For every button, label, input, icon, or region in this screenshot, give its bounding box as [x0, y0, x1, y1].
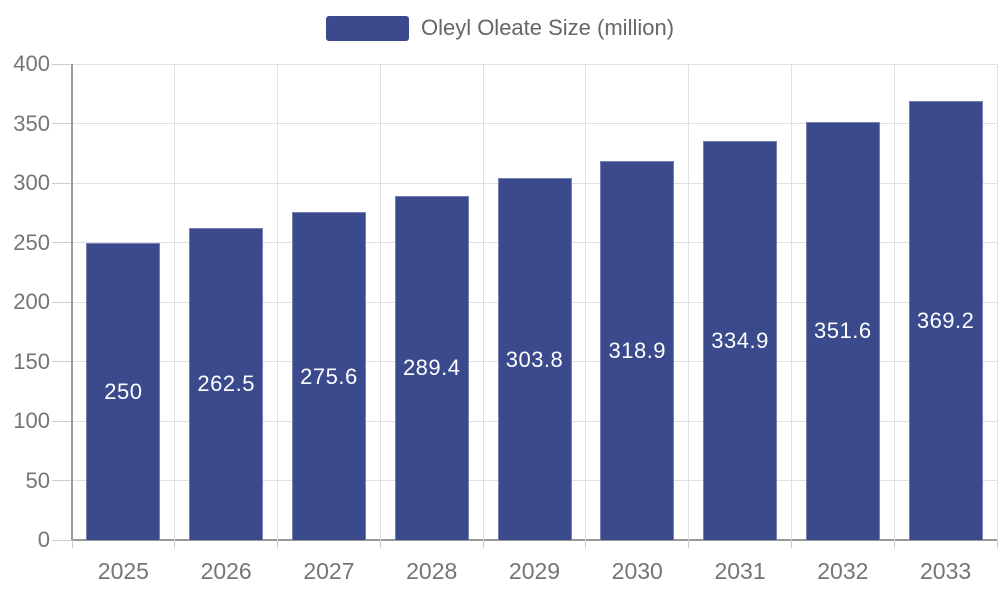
bar-value-label: 334.9 — [711, 328, 769, 354]
x-axis-tick-label: 2026 — [200, 558, 252, 584]
x-axis-tick-label: 2030 — [611, 558, 663, 584]
gridline-vertical — [482, 64, 484, 540]
bar[interactable]: 303.8 — [497, 178, 572, 540]
bar[interactable]: 369.2 — [908, 100, 983, 540]
bar-value-label: 318.9 — [608, 337, 667, 363]
bar[interactable]: 351.6 — [805, 121, 880, 540]
legend-swatch — [325, 15, 409, 41]
bar-value-label: 275.6 — [300, 363, 358, 389]
x-axis-tick-label: 2029 — [508, 558, 561, 584]
gridline-horizontal — [72, 63, 997, 65]
gridline-vertical — [174, 64, 176, 540]
x-axis-tick-label: 2025 — [97, 558, 149, 584]
bar[interactable]: 262.5 — [189, 227, 264, 540]
x-axis-tick-label: 2027 — [303, 558, 355, 584]
y-axis-tick — [52, 420, 72, 422]
bar[interactable]: 289.4 — [394, 195, 469, 540]
y-axis-tick-label: 250 — [13, 229, 50, 255]
y-axis-tick-label: 300 — [13, 170, 50, 195]
y-axis-tick-label: 50 — [25, 467, 50, 493]
y-axis-line — [71, 64, 73, 540]
x-axis-tick — [585, 540, 587, 548]
bar[interactable]: 318.9 — [600, 160, 675, 540]
x-axis-tick — [277, 540, 279, 548]
y-axis-tick-label: 350 — [13, 110, 50, 136]
y-axis-tick — [52, 301, 72, 303]
bar[interactable]: 250 — [86, 242, 161, 540]
y-axis-tick — [52, 539, 72, 541]
y-axis-tick — [52, 182, 72, 184]
bar-value-label: 250 — [104, 378, 143, 404]
x-axis-tick — [482, 540, 484, 548]
bar[interactable]: 275.6 — [291, 212, 366, 540]
x-axis-tick — [688, 540, 690, 548]
gridline-vertical — [277, 64, 279, 540]
x-axis-tick — [174, 540, 176, 548]
y-axis-tick-label: 100 — [13, 408, 50, 433]
legend-label: Oleyl Oleate Size (million) — [420, 15, 675, 40]
y-axis-tick-label: 150 — [13, 348, 50, 374]
y-axis-tick — [52, 63, 72, 65]
x-axis-tick — [379, 540, 381, 548]
y-axis-tick-label: 200 — [13, 289, 50, 314]
x-axis-tick — [790, 540, 792, 548]
x-axis-line — [72, 539, 997, 541]
plot-area: 250 262.5 275.6 289.4 303.8 318.9 334.9 351.6 36… — [52, 63, 998, 548]
bar-value-label: 303.8 — [505, 346, 564, 372]
y-axis-tick-label: 400 — [13, 51, 50, 76]
x-axis-tick — [893, 540, 895, 548]
bar-value-label: 369.2 — [916, 307, 975, 333]
bar-value-label: 262.5 — [197, 371, 255, 397]
gridline-vertical — [585, 64, 587, 540]
gridline-vertical — [790, 64, 792, 540]
gridline-vertical — [893, 64, 895, 540]
x-axis-tick-label: 2032 — [817, 558, 869, 584]
gridline-vertical — [996, 64, 998, 540]
y-axis-tick — [52, 480, 72, 481]
gridline-horizontal — [72, 123, 997, 124]
gridline-vertical — [688, 64, 690, 540]
y-axis-tick — [52, 242, 72, 243]
x-axis-tick — [71, 540, 73, 548]
y-axis-tick — [52, 123, 72, 124]
x-axis-tick-label: 2033 — [920, 558, 972, 584]
y-axis-tick-label: 0 — [37, 527, 50, 552]
bar[interactable]: 334.9 — [703, 141, 778, 540]
chart-legend[interactable]: Oleyl Oleate Size (million) — [0, 15, 1000, 41]
bar-value-label: 351.6 — [814, 318, 872, 344]
x-axis-tick — [996, 540, 998, 548]
gridline-vertical — [379, 64, 381, 540]
y-axis-tick — [52, 361, 72, 362]
x-axis-tick-label: 2031 — [714, 558, 766, 584]
bar-value-label: 289.4 — [402, 355, 461, 381]
x-axis-tick-label: 2028 — [406, 558, 458, 584]
